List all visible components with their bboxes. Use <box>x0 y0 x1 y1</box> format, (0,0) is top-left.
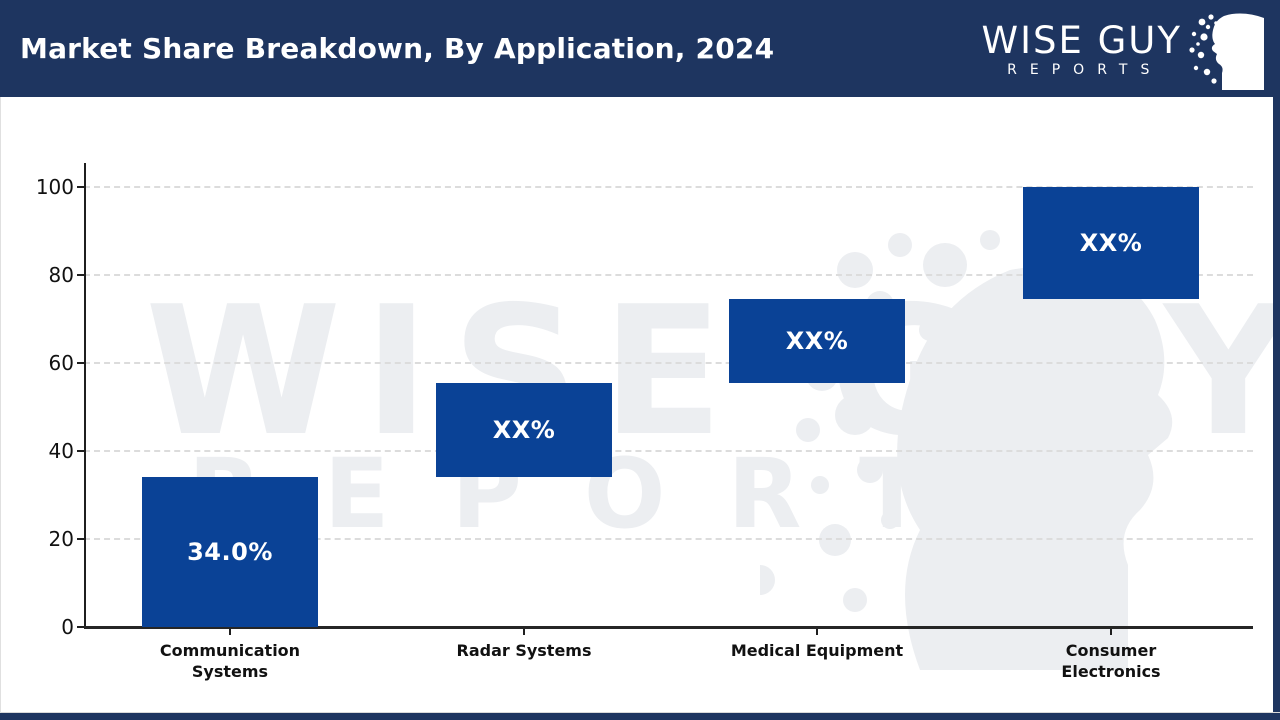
bar-communication-systems: 34.0% <box>142 477 318 627</box>
y-axis-tick-label: 60 <box>48 351 74 375</box>
logo-face-icon <box>1189 13 1264 90</box>
bottom-hairline <box>0 712 1280 713</box>
bottom-accent-strip <box>0 713 1280 720</box>
x-axis-category-label-line: Consumer <box>1065 641 1157 660</box>
bar-value-label: XX% <box>492 416 556 445</box>
watermark-head-icon <box>760 218 1173 670</box>
x-axis-category-label-line: Systems <box>191 662 269 681</box>
left-hairline <box>0 97 1 713</box>
x-axis-category-label-line: Electronics <box>1061 662 1161 681</box>
y-axis-tick <box>77 538 84 540</box>
x-axis-category-label-line: Medical Equipment <box>730 641 904 660</box>
bar-radar-systems: XX% <box>436 382 612 478</box>
x-axis-tick <box>816 629 818 635</box>
y-axis-tick <box>77 274 84 276</box>
header-bar: Market Share Breakdown, By Application, … <box>0 0 1280 97</box>
wise-guy-reports-logo: WISE GUY REPORTS <box>982 10 1264 90</box>
gridline-40 <box>84 450 1253 452</box>
y-axis-tick <box>77 450 84 452</box>
x-axis-tick <box>1110 629 1112 635</box>
x-axis-category-label: Consumer Electronics <box>964 640 1258 682</box>
x-axis-category-label: Communication Systems <box>83 640 377 682</box>
bar-consumer-electronics: XX% <box>1023 187 1199 300</box>
logo-name-text: WISE GUY <box>981 19 1182 63</box>
gridline-80 <box>84 274 1253 276</box>
y-axis-tick <box>77 626 84 628</box>
x-axis-category-label: Medical Equipment <box>670 640 964 661</box>
y-axis-tick-label: 0 <box>61 615 74 639</box>
bar-value-label: XX% <box>785 326 849 355</box>
page-title: Market Share Breakdown, By Application, … <box>20 32 775 65</box>
x-axis-category-label-line: Communication <box>159 641 301 660</box>
right-accent-strip <box>1273 97 1280 720</box>
gridline-60 <box>84 362 1253 364</box>
x-axis-category-label: Radar Systems <box>377 640 671 661</box>
y-axis <box>84 163 86 628</box>
bar-value-label: XX% <box>1079 229 1143 258</box>
y-axis-tick-label: 100 <box>35 175 74 199</box>
y-axis-tick-label: 20 <box>48 527 74 551</box>
y-axis-tick <box>77 186 84 188</box>
logo-reports-text: REPORTS <box>1007 61 1163 78</box>
y-axis-tick-label: 40 <box>48 439 74 463</box>
gridline-20 <box>84 538 1253 540</box>
bar-medical-equipment: XX% <box>729 299 905 383</box>
gridline-100 <box>84 186 1253 188</box>
x-axis-tick <box>229 629 231 635</box>
x-axis-tick <box>523 629 525 635</box>
x-axis <box>84 626 1253 629</box>
x-axis-category-label-line: Radar Systems <box>456 641 592 660</box>
y-axis-tick <box>77 362 84 364</box>
bar-value-label: 34.0% <box>187 538 273 567</box>
y-axis-tick-label: 80 <box>48 263 74 287</box>
